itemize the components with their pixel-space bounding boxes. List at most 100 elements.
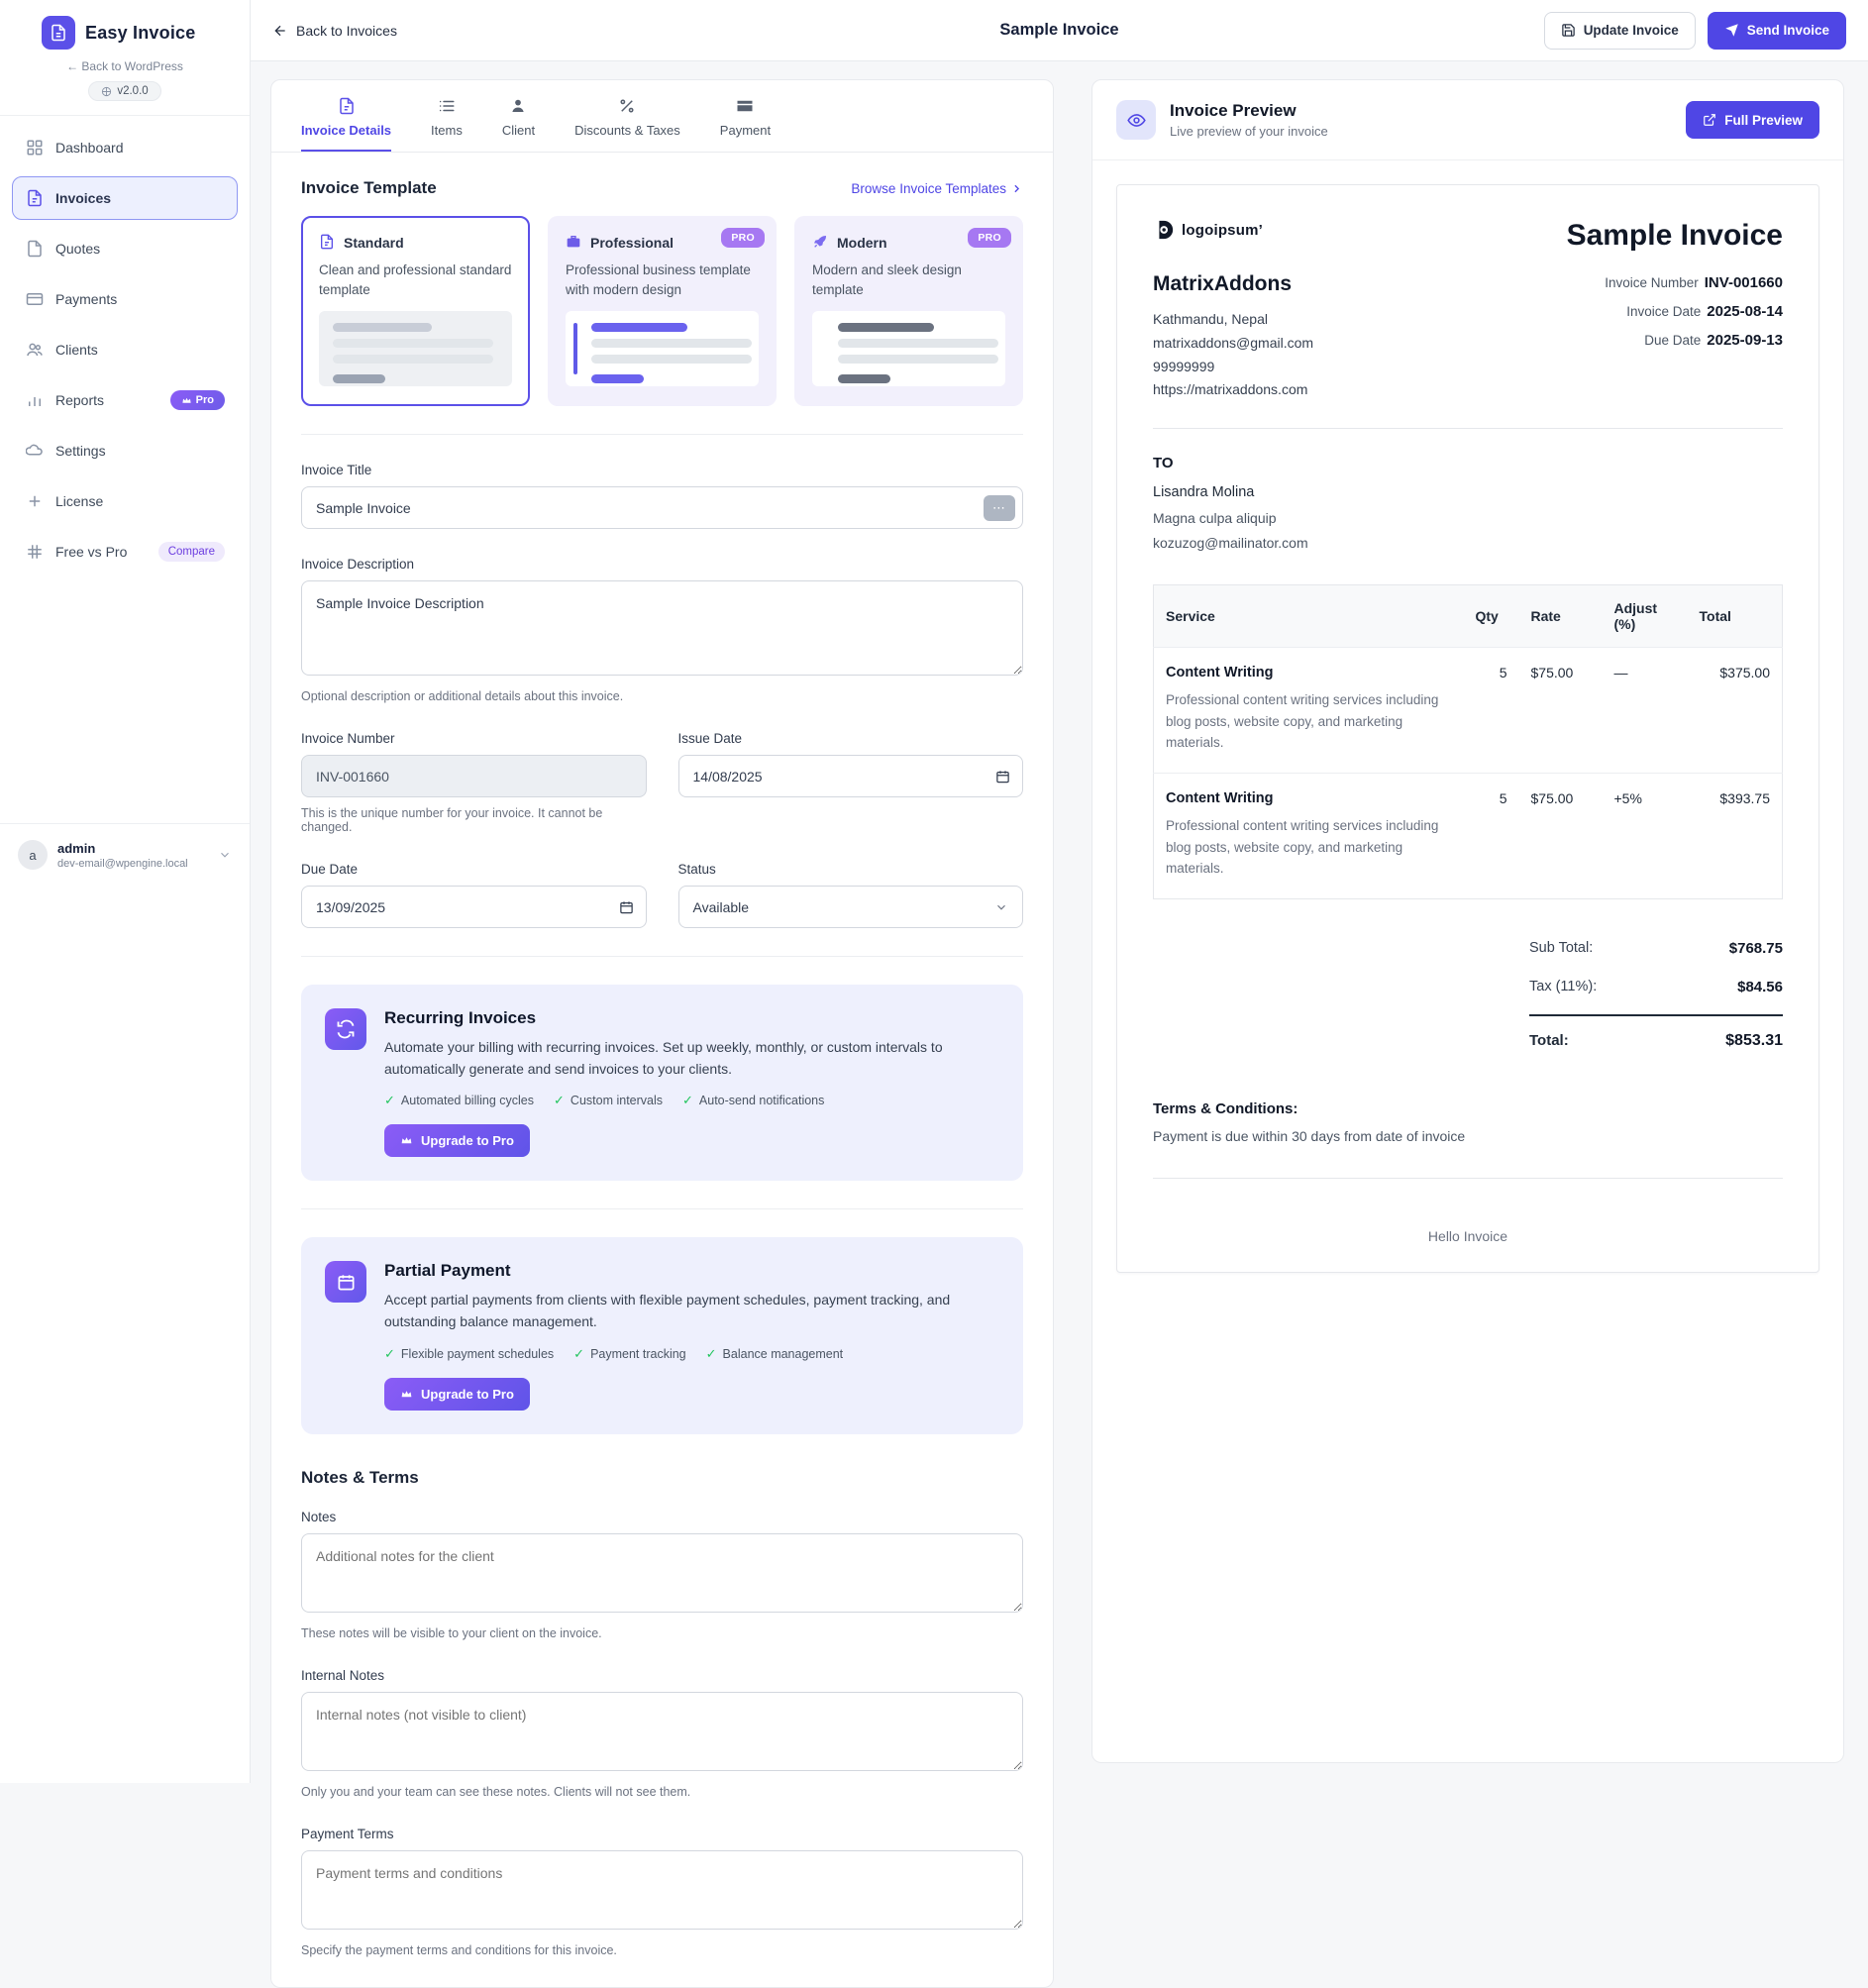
sidebar-divider	[0, 115, 250, 116]
update-invoice-button[interactable]: Update Invoice	[1544, 12, 1696, 50]
sidebar-item-clients[interactable]: Clients	[12, 328, 238, 371]
partial-description: Accept partial payments from clients wit…	[384, 1290, 999, 1332]
avatar: a	[18, 840, 48, 870]
quotes-icon	[25, 240, 44, 259]
payment-terms-helper: Specify the payment terms and conditions…	[301, 1943, 1023, 1957]
tab-invoice-details[interactable]: Invoice Details	[301, 96, 391, 152]
tab-items[interactable]: Items	[431, 96, 463, 152]
invoice-document: logoipsum’ MatrixAddons Kathmandu, Nepal…	[1116, 184, 1819, 1273]
invoice-details-icon	[337, 96, 357, 116]
crown-icon	[181, 395, 192, 406]
paper-plane-icon	[1724, 23, 1739, 38]
plugin-icon	[101, 86, 112, 97]
tab-client[interactable]: Client	[502, 96, 535, 152]
template-card-professional[interactable]: PRO Professional Professional business t…	[548, 216, 777, 406]
modern-template-thumbnail	[812, 311, 1005, 386]
settings-icon	[25, 442, 44, 461]
eye-icon	[1116, 100, 1156, 140]
send-invoice-button[interactable]: Send Invoice	[1708, 12, 1846, 50]
invoice-preview-panel: Invoice Preview Live preview of your inv…	[1091, 79, 1844, 1763]
user-menu[interactable]: a admin dev-email@wpengine.local	[0, 824, 250, 886]
calendar-icon[interactable]	[995, 769, 1010, 784]
check-icon: ✓	[384, 1093, 395, 1108]
issue-date-label: Issue Date	[678, 731, 1024, 746]
main-content: Invoice Details Items Client Discounts &…	[251, 61, 1868, 1783]
tab-payment[interactable]: Payment	[720, 96, 771, 152]
payments-icon	[25, 290, 44, 309]
credit-card-icon	[735, 96, 755, 116]
chevron-down-icon	[994, 900, 1008, 914]
percent-icon	[617, 96, 637, 116]
invoice-description-helper: Optional description or additional detai…	[301, 689, 1023, 703]
full-preview-button[interactable]: Full Preview	[1686, 101, 1819, 139]
upgrade-to-pro-button[interactable]: Upgrade to Pro	[384, 1124, 530, 1157]
chevron-right-icon	[1010, 182, 1023, 195]
back-to-invoices-link[interactable]: Back to Invoices	[272, 23, 397, 39]
status-select[interactable]: Available	[678, 886, 1024, 928]
feature-item: ✓Balance management	[706, 1346, 844, 1362]
feature-item: ✓Custom intervals	[554, 1093, 663, 1108]
internal-notes-helper: Only you and your team can see these not…	[301, 1785, 1023, 1799]
rocket-icon	[812, 234, 829, 251]
invoice-form-panel: Invoice Details Items Client Discounts &…	[270, 79, 1054, 1988]
browse-templates-link[interactable]: Browse Invoice Templates	[851, 181, 1023, 196]
invoice-number-input	[301, 755, 647, 797]
sidebar-item-invoices[interactable]: Invoices	[12, 176, 238, 220]
reports-icon	[25, 391, 44, 410]
check-icon: ✓	[384, 1346, 395, 1362]
company-details: Kathmandu, Nepal matrixaddons@gmail.com …	[1153, 308, 1313, 402]
sidebar-item-free-vs-pro[interactable]: Free vs Pro Compare	[12, 530, 238, 574]
preview-subtitle: Live preview of your invoice	[1170, 124, 1328, 139]
chevron-down-icon	[218, 848, 232, 862]
pro-badge: PRO	[721, 228, 765, 248]
invoice-footer: Hello Invoice	[1153, 1204, 1783, 1244]
issue-date-input[interactable]	[678, 755, 1024, 797]
company-name: MatrixAddons	[1153, 272, 1313, 296]
recurring-invoices-promo: Recurring Invoices Automate your billing…	[301, 985, 1023, 1181]
upgrade-to-pro-button[interactable]: Upgrade to Pro	[384, 1378, 530, 1411]
crown-icon	[400, 1388, 413, 1401]
sidebar-item-dashboard[interactable]: Dashboard	[12, 126, 238, 169]
user-name: admin	[57, 841, 188, 856]
payment-terms-textarea[interactable]	[301, 1850, 1023, 1930]
client-name: Lisandra Molina	[1153, 484, 1783, 500]
autofill-dots-button[interactable]: ⋯	[984, 495, 1015, 521]
totals-section: Sub Total:$768.75 Tax (11%):$84.56 Total…	[1529, 929, 1783, 1061]
invoice-title: Sample Invoice	[1567, 219, 1783, 253]
preview-title: Invoice Preview	[1170, 101, 1328, 121]
check-icon: ✓	[682, 1093, 693, 1108]
client-details: Magna culpa aliquip kozuzog@mailinator.c…	[1153, 506, 1783, 555]
sidebar-item-reports[interactable]: Reports Pro	[12, 378, 238, 422]
professional-template-thumbnail	[566, 311, 759, 386]
invoice-title-input[interactable]	[301, 486, 1023, 529]
due-date-label: Due Date	[301, 862, 647, 877]
sidebar-item-quotes[interactable]: Quotes	[12, 227, 238, 270]
invoices-icon	[25, 189, 44, 208]
invoice-description-textarea[interactable]: Sample Invoice Description	[301, 580, 1023, 676]
external-link-icon	[1703, 113, 1716, 127]
sidebar-item-payments[interactable]: Payments	[12, 277, 238, 321]
due-date-input[interactable]	[301, 886, 647, 928]
sidebar-item-settings[interactable]: Settings	[12, 429, 238, 472]
logoipsum-icon	[1153, 219, 1175, 241]
back-to-wordpress-link[interactable]: ← Back to WordPress	[0, 59, 250, 73]
feature-item: ✓Flexible payment schedules	[384, 1346, 554, 1362]
template-card-standard[interactable]: Standard Clean and professional standard…	[301, 216, 530, 406]
top-bar: Back to Invoices Sample Invoice Update I…	[251, 0, 1868, 61]
company-logo: logoipsum’	[1153, 219, 1313, 241]
internal-notes-textarea[interactable]	[301, 1692, 1023, 1771]
sidebar-item-license[interactable]: License	[12, 479, 238, 523]
template-card-modern[interactable]: PRO Modern Modern and sleek design templ…	[794, 216, 1023, 406]
calendar-icon[interactable]	[619, 899, 634, 914]
partial-title: Partial Payment	[384, 1261, 999, 1281]
notes-textarea[interactable]	[301, 1533, 1023, 1613]
app-brand: Easy Invoice	[0, 0, 250, 53]
partial-payment-promo: Partial Payment Accept partial payments …	[301, 1237, 1023, 1433]
tab-discounts-taxes[interactable]: Discounts & Taxes	[574, 96, 680, 152]
standard-template-thumbnail	[319, 311, 512, 386]
feature-item: ✓Automated billing cycles	[384, 1093, 534, 1108]
compare-badge: Compare	[158, 542, 225, 562]
form-tabs: Invoice Details Items Client Discounts &…	[271, 80, 1053, 153]
invoice-number-label: Invoice Number	[301, 731, 647, 746]
app-name: Easy Invoice	[85, 23, 195, 44]
